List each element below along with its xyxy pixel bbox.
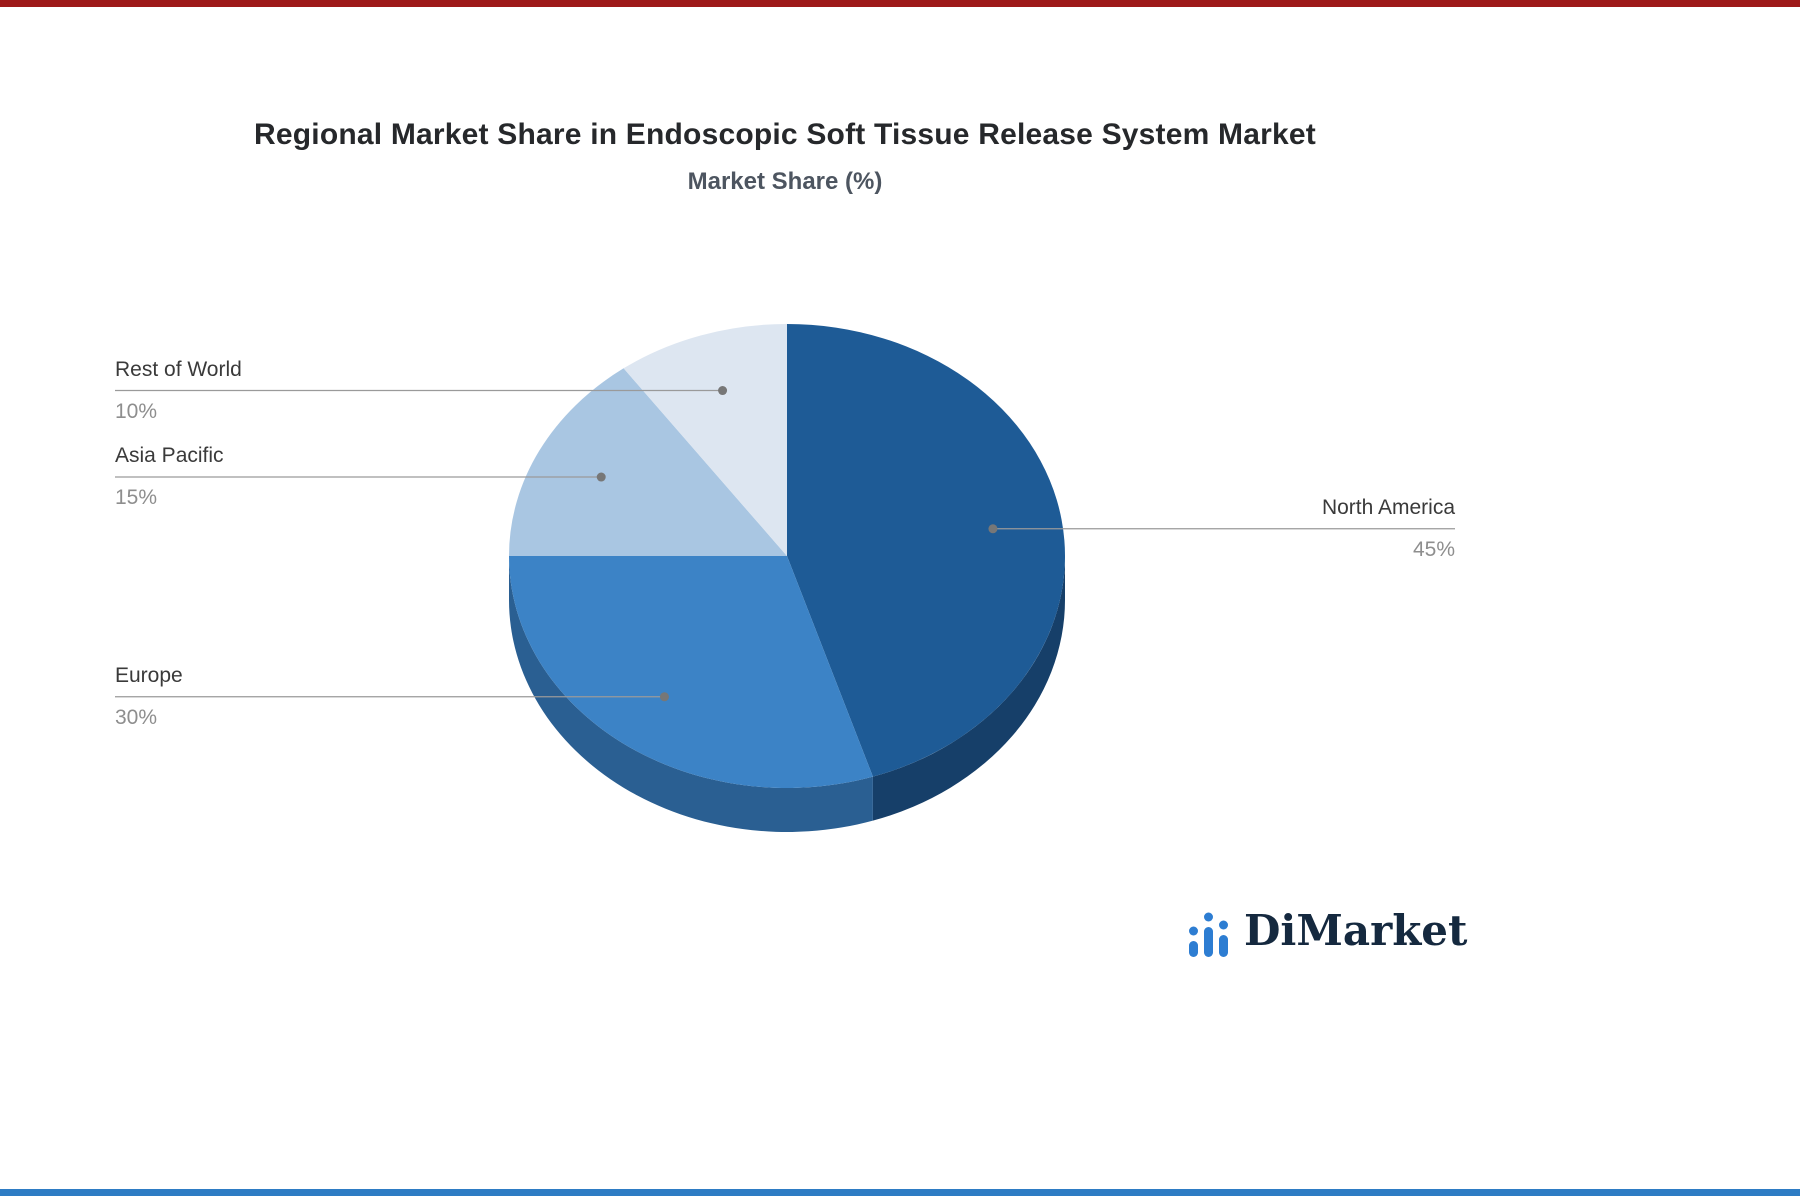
- pie-slice-side-europe: [509, 556, 873, 833]
- logo-bar: [1219, 935, 1228, 957]
- bar-chart-icon: [1189, 912, 1228, 957]
- logo-dot: [1189, 926, 1198, 936]
- pie-slice-north-america: [787, 324, 1065, 777]
- leader-dot-rest-of-world: [718, 386, 728, 396]
- chart-title: Regional Market Share in Endoscopic Soft…: [254, 118, 1316, 151]
- logo-bar: [1189, 941, 1198, 957]
- top-accent-bar: [0, 0, 1800, 7]
- logo-dot: [1204, 912, 1213, 922]
- leader-dot-asia-pacific: [596, 472, 606, 482]
- logo-bar: [1204, 927, 1213, 957]
- leader-dot-europe: [659, 692, 669, 702]
- pie-slice-asia-pacific: [509, 368, 787, 556]
- pie-slice-rest-of-world: [623, 324, 787, 556]
- bottom-accent-bar: [0, 1189, 1800, 1196]
- brand-logo: DiMarket: [1186, 903, 1467, 959]
- pie-slice-side-north-america: [872, 556, 1065, 821]
- logo-dot: [1219, 920, 1228, 930]
- brand-logo-text: DiMarket: [1244, 906, 1468, 955]
- leader-dot-north-america: [988, 524, 998, 534]
- chart-subtitle: Market Share (%): [687, 168, 883, 195]
- pie-slice-europe: [509, 556, 873, 788]
